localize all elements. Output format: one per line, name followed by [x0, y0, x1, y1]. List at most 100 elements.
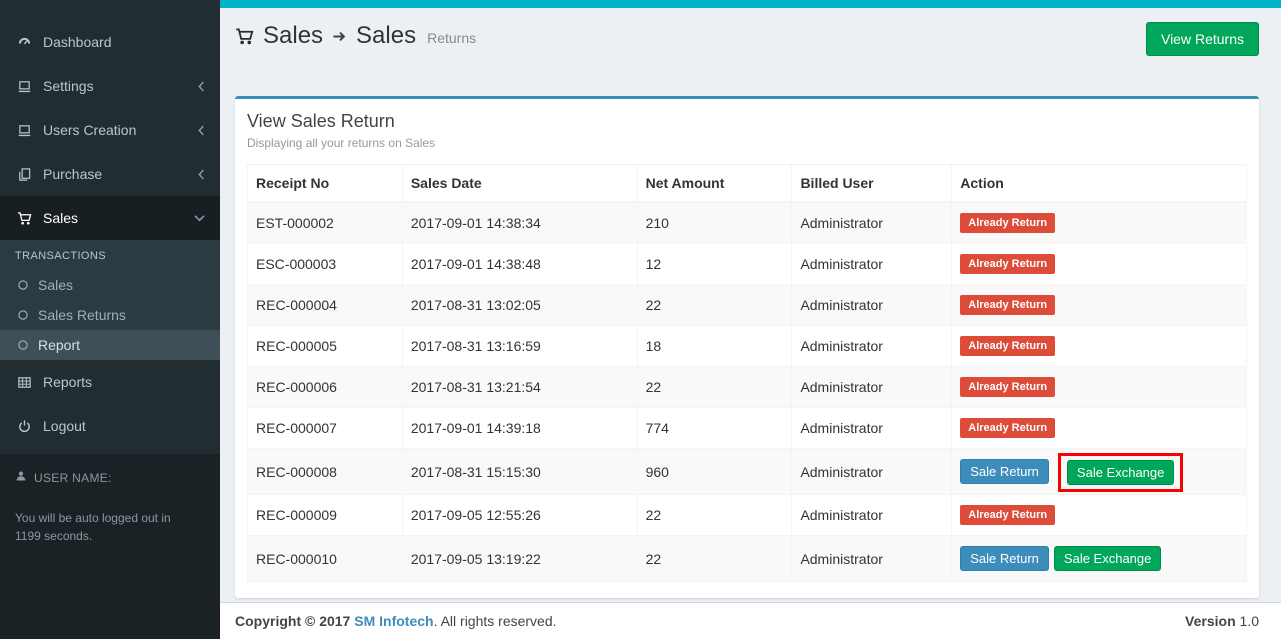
sales-date-cell: 2017-08-31 13:02:05 [401, 284, 638, 326]
submenu-item-label: Sales Returns [38, 307, 126, 323]
action-cell: Sale Return Sale Exchange [951, 448, 1247, 495]
sale-return-button[interactable]: Sale Return [960, 459, 1049, 484]
sidebar: Dashboard Settings Users Creation Pur [0, 0, 220, 639]
cart-icon [15, 211, 33, 226]
receipt-no-cell: REC-000009 [247, 494, 403, 536]
sidebar-item-label: Settings [43, 78, 94, 94]
table-row: EST-000002 2017-09-01 14:38:34 210 Admin… [247, 201, 1247, 244]
sidebar-item-label: Sales [43, 210, 79, 226]
chevron-left-icon [198, 81, 205, 92]
action-cell: Already Return [951, 243, 1247, 285]
receipt-no-cell: REC-000007 [247, 407, 403, 449]
cart-icon [235, 27, 254, 46]
chevron-down-icon [194, 214, 205, 222]
sidebar-item-purchase[interactable]: Purchase [0, 152, 220, 196]
breadcrumb-page-sub: Returns [427, 30, 477, 46]
sidebar-item-users-creation[interactable]: Users Creation [0, 108, 220, 152]
receipt-no-cell: REC-000004 [247, 284, 403, 326]
billed-user-cell: Administrator [791, 535, 953, 582]
sidebar-item-dashboard[interactable]: Dashboard [0, 20, 220, 64]
sales-returns-table: Receipt No Sales Date Net Amount Billed … [247, 164, 1247, 582]
auto-logout-notice: You will be auto logged out in 1199 seco… [15, 511, 171, 543]
sidebar-item-report[interactable]: Report [0, 330, 220, 360]
column-header-net-amount: Net Amount [636, 164, 793, 203]
table-row: REC-000006 2017-08-31 13:21:54 22 Admini… [247, 366, 1247, 408]
action-cell: Already Return [951, 407, 1247, 449]
billed-user-cell: Administrator [791, 366, 953, 408]
sidebar-item-sales-transactions[interactable]: Sales [0, 270, 220, 300]
action-cell: Already Return [951, 201, 1247, 244]
sale-exchange-button[interactable]: Sale Exchange [1066, 459, 1175, 485]
sales-date-cell: 2017-09-05 13:19:22 [401, 535, 638, 582]
sales-date-cell: 2017-08-31 15:15:30 [401, 448, 638, 495]
receipt-no-cell: REC-000010 [247, 535, 403, 582]
monitor-icon [15, 123, 33, 138]
already-return-badge: Already Return [960, 505, 1056, 525]
version-label: Version [1185, 613, 1236, 629]
billed-user-cell: Administrator [791, 448, 953, 495]
sidebar-item-sales-returns[interactable]: Sales Returns [0, 300, 220, 330]
footer: Copyright © 2017 SM Infotech. All rights… [220, 602, 1281, 639]
column-header-receipt-no: Receipt No [247, 164, 403, 203]
user-panel: USER NAME: You will be auto logged out i… [0, 454, 220, 639]
table-row: REC-000004 2017-08-31 13:02:05 22 Admini… [247, 284, 1247, 326]
sale-exchange-button[interactable]: Sale Exchange [1053, 546, 1162, 571]
table-row: ESC-000003 2017-09-01 14:38:48 12 Admini… [247, 243, 1247, 285]
action-cell: Already Return [951, 325, 1247, 367]
content-header: Sales Sales Returns View Returns [220, 8, 1281, 56]
table-row: REC-000005 2017-08-31 13:16:59 18 Admini… [247, 325, 1247, 367]
already-return-badge: Already Return [960, 213, 1056, 233]
circle-icon [17, 279, 29, 291]
sidebar-item-label: Purchase [43, 166, 103, 182]
version-value: 1.0 [1239, 613, 1259, 629]
billed-user-cell: Administrator [791, 494, 953, 536]
billed-user-cell: Administrator [791, 325, 953, 367]
sidebar-item-label: Reports [43, 374, 93, 390]
table-row: REC-000010 2017-09-05 13:19:22 22 Admini… [247, 535, 1247, 582]
net-amount-cell: 18 [636, 325, 793, 367]
sidebar-item-sales[interactable]: Sales [0, 196, 220, 240]
sales-submenu: TRANSACTIONS Sales Sales Returns Report [0, 240, 220, 360]
copyright-bold: Copyright © 2017 [235, 613, 351, 629]
user-icon [15, 470, 27, 485]
net-amount-cell: 960 [636, 448, 793, 495]
sales-date-cell: 2017-08-31 13:16:59 [401, 325, 638, 367]
billed-user-cell: Administrator [791, 407, 953, 449]
table-row: REC-000009 2017-09-05 12:55:26 22 Admini… [247, 494, 1247, 536]
receipt-no-cell: REC-000005 [247, 325, 403, 367]
submenu-item-label: Report [38, 337, 81, 353]
arrow-right-icon [332, 29, 347, 44]
sale-return-button[interactable]: Sale Return [960, 546, 1049, 571]
circle-icon [17, 339, 29, 351]
column-header-action: Action [951, 164, 1247, 203]
action-cell: Already Return [951, 284, 1247, 326]
monitor-icon [15, 79, 33, 94]
net-amount-cell: 12 [636, 243, 793, 285]
net-amount-cell: 22 [636, 284, 793, 326]
breadcrumb: Sales Sales Returns [235, 22, 476, 50]
billed-user-cell: Administrator [791, 201, 953, 244]
sidebar-item-label: Dashboard [43, 34, 112, 50]
company-link[interactable]: SM Infotech [354, 613, 434, 629]
sidebar-item-settings[interactable]: Settings [0, 64, 220, 108]
sales-date-cell: 2017-09-01 14:38:34 [401, 201, 638, 244]
already-return-badge: Already Return [960, 336, 1056, 356]
action-cell: Already Return [951, 494, 1247, 536]
breadcrumb-page: Sales [356, 22, 417, 49]
version-text: Version 1.0 [1185, 613, 1259, 629]
sales-return-card: View Sales Return Displaying all your re… [235, 96, 1259, 598]
highlight-box: Sale Exchange [1057, 452, 1184, 492]
view-returns-button[interactable]: View Returns [1145, 22, 1259, 56]
already-return-badge: Already Return [960, 254, 1056, 274]
sidebar-item-reports[interactable]: Reports [0, 360, 220, 404]
sidebar-item-logout[interactable]: Logout [0, 404, 220, 448]
table-row: REC-000008 2017-08-31 15:15:30 960 Admin… [247, 448, 1247, 495]
sales-date-cell: 2017-08-31 13:21:54 [401, 366, 638, 408]
net-amount-cell: 210 [636, 201, 793, 244]
circle-icon [17, 309, 29, 321]
column-header-billed-user: Billed User [791, 164, 953, 203]
chevron-left-icon [198, 169, 205, 180]
copyright-rest: . All rights reserved. [433, 613, 557, 629]
breadcrumb-section: Sales [263, 22, 324, 49]
table-header-row: Receipt No Sales Date Net Amount Billed … [247, 164, 1247, 203]
